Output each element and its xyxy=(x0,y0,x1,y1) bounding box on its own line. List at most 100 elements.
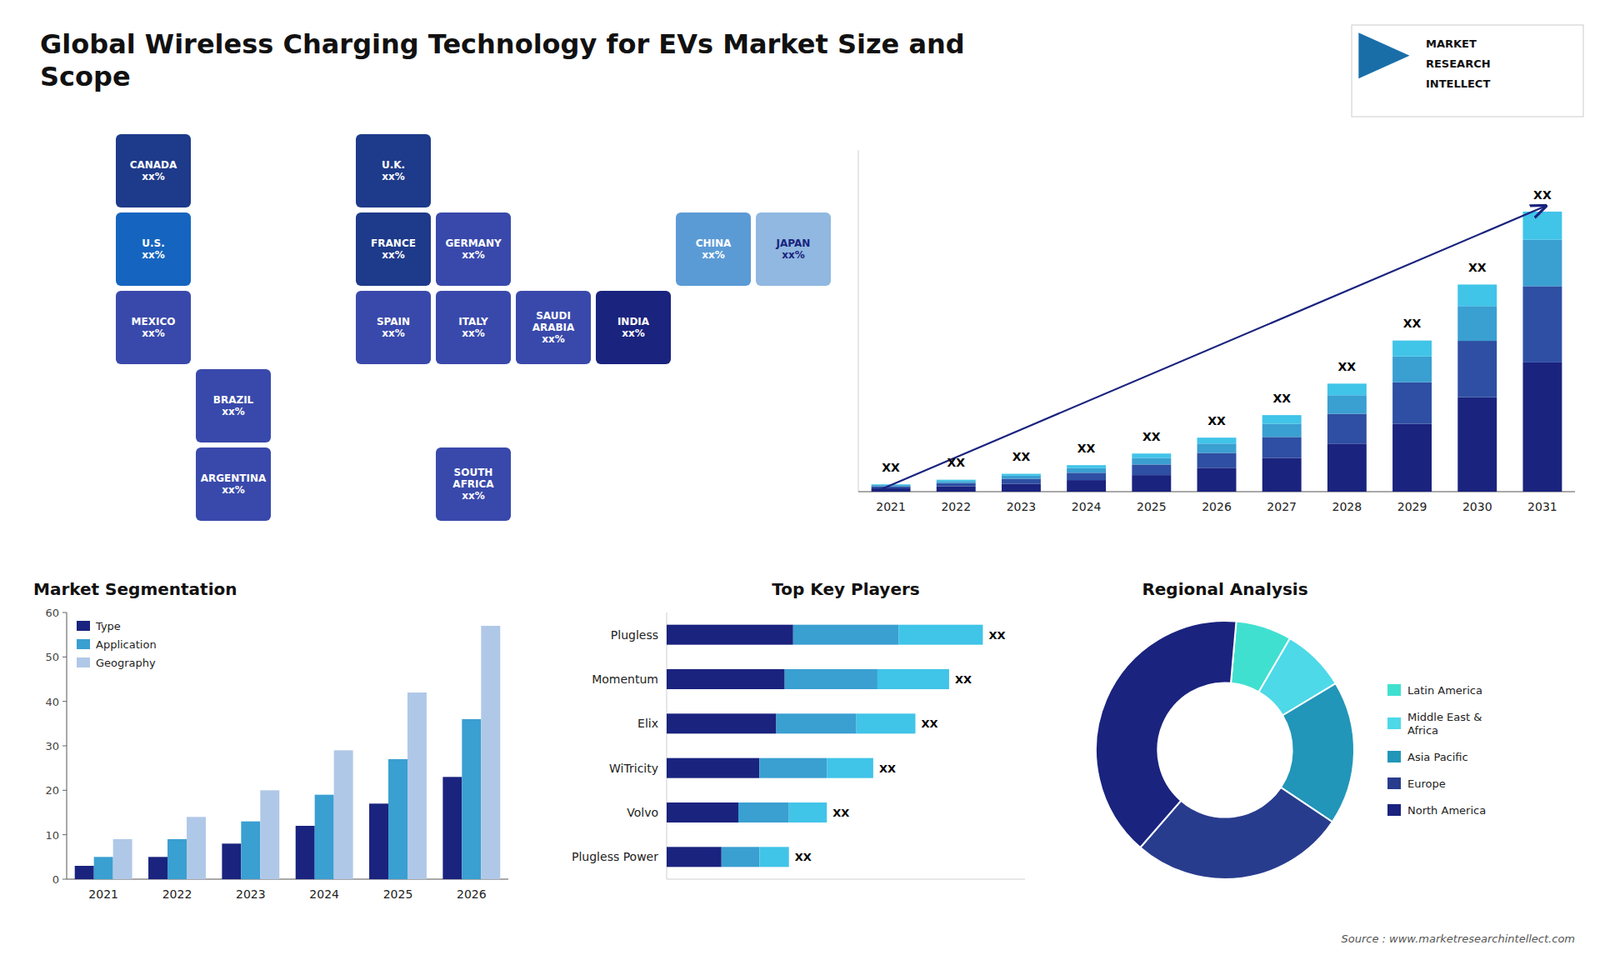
text-line: XX xyxy=(988,628,1005,641)
text-line: SOUTH xyxy=(454,466,494,479)
bar xyxy=(721,846,760,867)
text-line: Asia Pacific xyxy=(1407,750,1469,764)
logo-icon xyxy=(1358,32,1410,79)
tick-mark xyxy=(62,700,67,702)
text-line: Source : www.marketresearchintellect.com xyxy=(1341,932,1576,945)
logo-border xyxy=(1351,25,1584,117)
legend-label: Geography xyxy=(95,656,156,670)
tick-label: 2026 xyxy=(456,887,487,901)
text-line: 50 xyxy=(45,650,60,664)
tick-label: 2024 xyxy=(1071,500,1102,514)
bar xyxy=(1522,240,1562,287)
logo-text: RESEARCH xyxy=(1425,56,1491,70)
bar-annotation: XX xyxy=(1272,391,1291,405)
map-region xyxy=(515,290,591,365)
bar xyxy=(113,839,133,880)
bar xyxy=(1457,340,1497,398)
bar xyxy=(1392,356,1432,383)
legend-label: Latin America xyxy=(1407,684,1483,697)
bar-annotation: XX xyxy=(1077,441,1096,455)
text-line: Market Segmentation xyxy=(33,579,238,600)
bar xyxy=(1197,443,1237,453)
bar-annotation: XX xyxy=(988,628,1005,641)
tick-label: 2023 xyxy=(235,887,266,901)
text-line: xx% xyxy=(141,170,165,183)
map-label: SPAINxx% xyxy=(376,315,410,340)
bar xyxy=(936,486,976,492)
tick-label: Momentum xyxy=(591,672,659,686)
text-line: Latin America xyxy=(1407,684,1483,697)
text-line: XX xyxy=(1207,414,1226,428)
bar xyxy=(759,758,827,779)
bar xyxy=(461,719,481,880)
chart-title: Regional Analysis xyxy=(1141,579,1308,600)
map-label: SAUDIARABIAxx% xyxy=(532,310,575,346)
text-line: U.S. xyxy=(141,237,165,250)
map-region xyxy=(115,134,191,208)
map-label: U.S.xx% xyxy=(141,237,165,261)
tick-label: 60 xyxy=(45,606,60,620)
tick-mark xyxy=(62,790,67,791)
map-region xyxy=(675,212,751,286)
text-line: xx% xyxy=(381,327,405,340)
legend-label: Type xyxy=(95,620,121,633)
map-region xyxy=(595,290,671,365)
bar xyxy=(221,843,241,880)
map-region xyxy=(355,212,431,286)
legend-label: Asia Pacific xyxy=(1407,750,1469,764)
bar xyxy=(1392,423,1432,492)
bar xyxy=(1066,465,1106,469)
bar-chart: 2021202220232024202520262027202820292030… xyxy=(858,150,1575,514)
bar xyxy=(1066,480,1106,492)
dashboard: Global Wireless Charging Technology for … xyxy=(0,0,1600,955)
bar xyxy=(871,488,911,492)
text-line: North America xyxy=(1407,804,1486,817)
map-label: GERMANYxx% xyxy=(445,237,502,261)
category-axis xyxy=(666,612,668,880)
tick-mark xyxy=(62,612,67,614)
bar xyxy=(1066,472,1106,480)
legend-swatch xyxy=(1387,717,1401,730)
text-line: XX xyxy=(1338,360,1357,374)
bar xyxy=(1001,483,1041,492)
map-label: JAPANxx% xyxy=(775,237,811,261)
text-line: AFRICA xyxy=(452,478,495,490)
bar xyxy=(936,480,976,483)
tick-label: 2029 xyxy=(1397,500,1428,514)
bar xyxy=(826,758,874,779)
text-line: Middle East & xyxy=(1407,710,1482,724)
text-line: Elix xyxy=(637,716,659,730)
map-label: SOUTHAFRICAxx% xyxy=(452,466,495,503)
tick-label: 0 xyxy=(52,873,60,886)
map-label: FRANCExx% xyxy=(370,237,416,261)
bar xyxy=(1327,414,1367,445)
logo: MARKETRESEARCHINTELLECT xyxy=(1351,25,1584,117)
bar xyxy=(1131,453,1171,458)
bar xyxy=(186,816,206,880)
bar xyxy=(936,483,976,487)
text-line: 2031 xyxy=(1527,500,1558,514)
legend-swatch xyxy=(1387,684,1401,696)
map-region xyxy=(355,134,431,208)
text-line: INDIA xyxy=(617,315,650,328)
tick-mark xyxy=(62,745,67,747)
bar-annotation: XX xyxy=(1533,188,1552,202)
text-line: XX xyxy=(946,455,965,470)
bar-annotation: XX xyxy=(946,455,965,470)
bar xyxy=(1001,474,1041,476)
bar xyxy=(1262,423,1302,437)
text-line: Regional Analysis xyxy=(1141,579,1308,600)
text-line: xx% xyxy=(541,333,565,345)
text-line: Africa xyxy=(1407,723,1439,736)
marks xyxy=(666,625,983,868)
text-line: 2021 xyxy=(875,500,906,514)
text-line: U.K. xyxy=(381,159,405,171)
map-label: CANADAxx% xyxy=(130,159,178,183)
text-line: BRAZIL xyxy=(213,394,255,406)
bar xyxy=(666,846,722,867)
bar xyxy=(240,821,260,880)
tick-mark xyxy=(62,834,67,835)
text-line: ARABIA xyxy=(532,321,575,334)
tick-label: 50 xyxy=(45,650,60,664)
tick-label: 2022 xyxy=(940,500,971,514)
